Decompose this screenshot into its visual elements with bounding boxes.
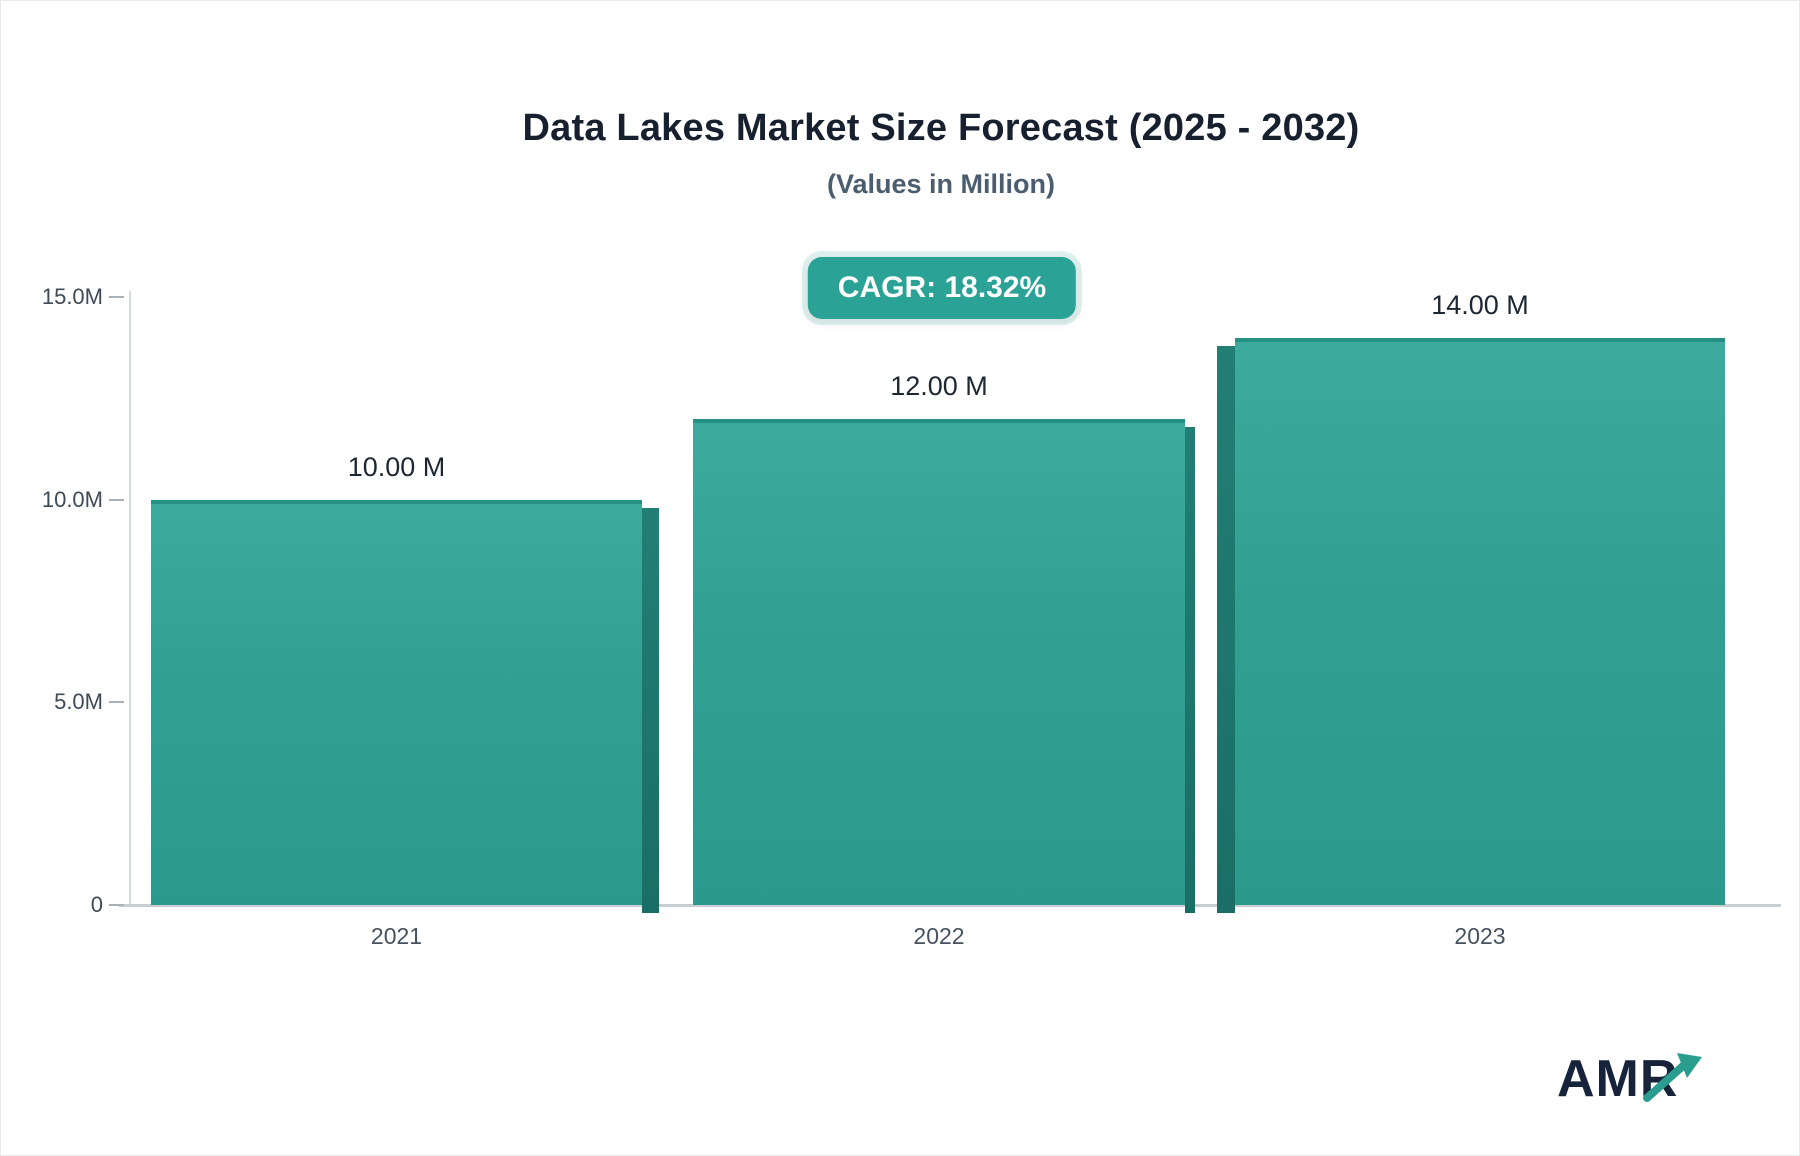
bar-3d-side xyxy=(1217,345,1235,913)
amr-logo-text: AMR xyxy=(1557,1050,1679,1108)
y-tick-label: 15.0M xyxy=(41,284,103,309)
y-axis-line xyxy=(129,291,131,907)
bar-value-label: 10.00 M xyxy=(347,451,446,482)
y-tick-label: 10.0M xyxy=(41,486,103,512)
cagr-badge: CAGR: 18.32% xyxy=(807,257,1077,319)
chart-subtitle: (Values in Million) xyxy=(826,169,1056,199)
bar-value-label: 14.00 M xyxy=(1431,289,1529,320)
amr-logo: AMR xyxy=(1557,1049,1704,1109)
bar-value-label: 12.00 M xyxy=(890,370,988,401)
bar-3d-side xyxy=(642,507,659,913)
x-tick-label: 2023 xyxy=(1454,923,1506,949)
bar-2021[interactable] xyxy=(151,499,642,905)
bar-3d-side xyxy=(1185,426,1195,913)
y-tick-mark xyxy=(109,498,124,501)
y-tick-label: 5.0M xyxy=(54,689,103,715)
bar-2022[interactable] xyxy=(693,418,1185,905)
growth-arrow-icon xyxy=(1643,1053,1703,1102)
y-tick-label: 0 xyxy=(90,892,103,917)
x-tick-label: 2021 xyxy=(370,923,423,949)
bar-2023[interactable] xyxy=(1235,337,1725,905)
y-tick-mark xyxy=(109,296,124,298)
x-tick-label: 2022 xyxy=(913,923,965,949)
chart-title: Data Lakes Market Size Forecast (2025 - … xyxy=(522,107,1360,149)
y-tick-mark xyxy=(109,904,124,906)
x-axis-line xyxy=(119,904,1781,907)
y-tick-mark xyxy=(109,701,124,704)
